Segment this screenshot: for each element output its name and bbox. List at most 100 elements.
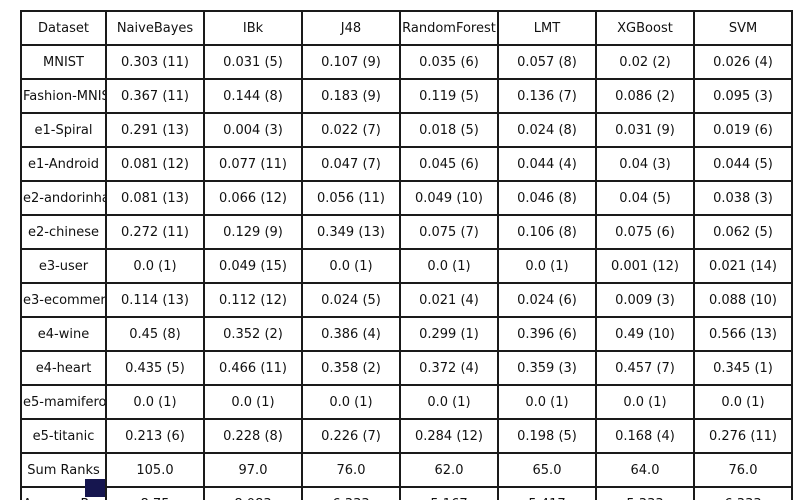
- value-cell: 0.114 (13): [105, 282, 205, 318]
- value-cell: 0.038 (3): [693, 180, 793, 216]
- value-cell: 0.129 (9): [203, 214, 303, 250]
- value-cell: 0.349 (13): [301, 214, 401, 250]
- value-cell: 0.0 (1): [595, 384, 695, 420]
- dark-navy-marker-artifact: [85, 479, 105, 497]
- table-row: e1-Spiral 0.291 (13) 0.004 (3) 0.022 (7) 0.0…: [20, 112, 793, 148]
- value-cell: 0.026 (4): [693, 44, 793, 80]
- value-cell: 0.45 (8): [105, 316, 205, 352]
- value-cell: 0.106 (8): [497, 214, 597, 250]
- value-cell: 0.019 (6): [693, 112, 793, 148]
- value-cell: 0.018 (5): [399, 112, 499, 148]
- column-header-lmt: LMT: [497, 10, 597, 46]
- value-cell: 0.02 (2): [595, 44, 695, 80]
- value-cell: 0.435 (5): [105, 350, 205, 386]
- table-row: MNIST 0.303 (11) 0.031 (5) 0.107 (9) 0.035 (…: [20, 44, 793, 80]
- value-cell: 76.0: [693, 452, 793, 488]
- row-header-cell: e5-titanic: [20, 418, 107, 454]
- value-cell: 0.095 (3): [693, 78, 793, 114]
- value-cell: 0.303 (11): [105, 44, 205, 80]
- value-cell: 0.457 (7): [595, 350, 695, 386]
- value-cell: 0.0 (1): [399, 248, 499, 284]
- value-cell: 0.024 (6): [497, 282, 597, 318]
- value-cell: 5.417: [497, 486, 597, 500]
- value-cell: 0.057 (8): [497, 44, 597, 80]
- value-cell: 0.031 (5): [203, 44, 303, 80]
- value-cell: 0.0 (1): [399, 384, 499, 420]
- value-cell: 0.386 (4): [301, 316, 401, 352]
- value-cell: 0.044 (5): [693, 146, 793, 182]
- table-row: e2-chinese 0.272 (11) 0.129 (9) 0.349 (13) 0…: [20, 214, 793, 250]
- value-cell: 0.0 (1): [497, 248, 597, 284]
- table-row: e4-wine 0.45 (8) 0.352 (2) 0.386 (4) 0.299 (…: [20, 316, 793, 352]
- value-cell: 6.333: [301, 486, 401, 500]
- value-cell: 5.333: [595, 486, 695, 500]
- value-cell: 0.001 (12): [595, 248, 695, 284]
- value-cell: 0.077 (11): [203, 146, 303, 182]
- value-cell: 0.009 (3): [595, 282, 695, 318]
- table-row: Average Ranks8.758.0836.3335.1675.4175.3…: [20, 486, 793, 500]
- value-cell: 5.167: [399, 486, 499, 500]
- value-cell: 0.299 (1): [399, 316, 499, 352]
- value-cell: 0.345 (1): [693, 350, 793, 386]
- value-cell: 0.0 (1): [105, 384, 205, 420]
- value-cell: 0.047 (7): [301, 146, 401, 182]
- value-cell: 0.466 (11): [203, 350, 303, 386]
- value-cell: 0.226 (7): [301, 418, 401, 454]
- value-cell: 0.04 (5): [595, 180, 695, 216]
- row-header-cell: Sum Ranks: [20, 452, 107, 488]
- header-row: Dataset NaiveBayes IBk J48 RandomForest LMT XG…: [20, 10, 793, 46]
- value-cell: 0.0 (1): [301, 384, 401, 420]
- value-cell: 0.024 (5): [301, 282, 401, 318]
- table-row: e3-ecommerce0.114 (13)0.112 (12)0.024 (5…: [20, 282, 793, 318]
- value-cell: 0.075 (6): [595, 214, 695, 250]
- value-cell: 8.083: [203, 486, 303, 500]
- value-cell: 0.045 (6): [399, 146, 499, 182]
- value-cell: 65.0: [497, 452, 597, 488]
- value-cell: 97.0: [203, 452, 303, 488]
- value-cell: 0.566 (13): [693, 316, 793, 352]
- value-cell: 0.0 (1): [105, 248, 205, 284]
- value-cell: 0.396 (6): [497, 316, 597, 352]
- value-cell: 0.04 (3): [595, 146, 695, 182]
- value-cell: 0.49 (10): [595, 316, 695, 352]
- row-header-cell: MNIST: [20, 44, 107, 80]
- value-cell: 64.0: [595, 452, 695, 488]
- row-header-cell: e1-Spiral: [20, 112, 107, 148]
- table-row: e4-heart 0.435 (5) 0.466 (11) 0.358 (2) 0.37…: [20, 350, 793, 386]
- value-cell: 0.107 (9): [301, 44, 401, 80]
- value-cell: 0.367 (11): [105, 78, 205, 114]
- row-header-cell: e5-mamiferos: [20, 384, 107, 420]
- column-header-svm: SVM: [693, 10, 793, 46]
- column-header-randomforest: RandomForest: [399, 10, 499, 46]
- value-cell: 0.004 (3): [203, 112, 303, 148]
- value-cell: 0.352 (2): [203, 316, 303, 352]
- table-row: e5-titanic 0.213 (6) 0.228 (8) 0.226 (7) 0.2…: [20, 418, 793, 454]
- row-header-cell: e4-wine: [20, 316, 107, 352]
- value-cell: 0.049 (10): [399, 180, 499, 216]
- value-cell: 0.046 (8): [497, 180, 597, 216]
- value-cell: 0.021 (14): [693, 248, 793, 284]
- value-cell: 0.228 (8): [203, 418, 303, 454]
- value-cell: 0.372 (4): [399, 350, 499, 386]
- value-cell: 6.333: [693, 486, 793, 500]
- column-header-j48: J48: [301, 10, 401, 46]
- value-cell: 0.049 (15): [203, 248, 303, 284]
- row-header-cell: Fashion-MNIST: [20, 78, 107, 114]
- value-cell: 0.031 (9): [595, 112, 695, 148]
- row-header-cell: e2-chinese: [20, 214, 107, 250]
- column-header-xgboost: XGBoost: [595, 10, 695, 46]
- value-cell: 62.0: [399, 452, 499, 488]
- table-row: e2-andorinhas0.081 (13)0.066 (12)0.056 (…: [20, 180, 793, 216]
- value-cell: 0.021 (4): [399, 282, 499, 318]
- row-header-cell: e4-heart: [20, 350, 107, 386]
- column-header-dataset: Dataset: [20, 10, 107, 46]
- value-cell: 76.0: [301, 452, 401, 488]
- value-cell: 0.081 (13): [105, 180, 205, 216]
- table-row: e3-user 0.0 (1) 0.049 (15) 0.0 (1) 0.0 (1) 0.…: [20, 248, 793, 284]
- table-row: e1-Android 0.081 (12) 0.077 (11) 0.047 (7) 0…: [20, 146, 793, 182]
- value-cell: 0.0 (1): [693, 384, 793, 420]
- value-cell: 0.062 (5): [693, 214, 793, 250]
- value-cell: 0.088 (10): [693, 282, 793, 318]
